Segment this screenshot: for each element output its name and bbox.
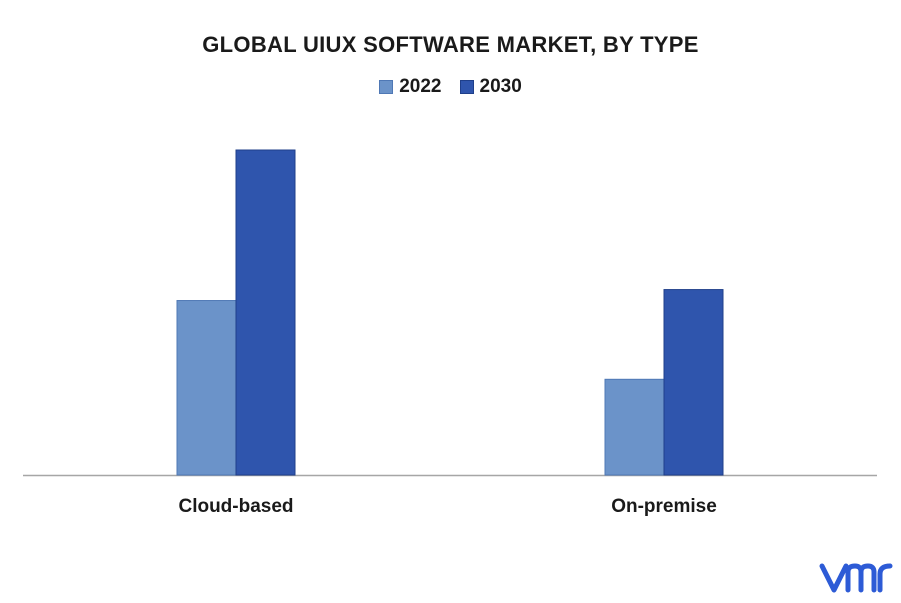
legend-label-2030: 2030: [479, 76, 522, 97]
legend-label-2022: 2022: [399, 76, 442, 97]
legend-item-2030: 2030: [459, 76, 522, 98]
chart-title: GLOBAL UIUX SOFTWARE MARKET, BY TYPE: [202, 32, 699, 57]
legend: 2022 2030: [0, 76, 901, 98]
bar-cloud-based-2022: [176, 300, 237, 476]
bar-on-premise-2022: [604, 378, 665, 476]
x-tick-label-cloud-based: Cloud-based: [178, 496, 293, 517]
legend-swatch-2030: [459, 80, 474, 94]
bar-cloud-based-2030: [235, 149, 296, 476]
bar-on-premise-2030: [663, 289, 724, 476]
vmr-logo-icon: [819, 563, 893, 593]
legend-swatch-2022: [379, 80, 394, 94]
legend-item-2022: 2022: [379, 76, 442, 98]
x-tick-label-on-premise: On-premise: [611, 496, 717, 517]
